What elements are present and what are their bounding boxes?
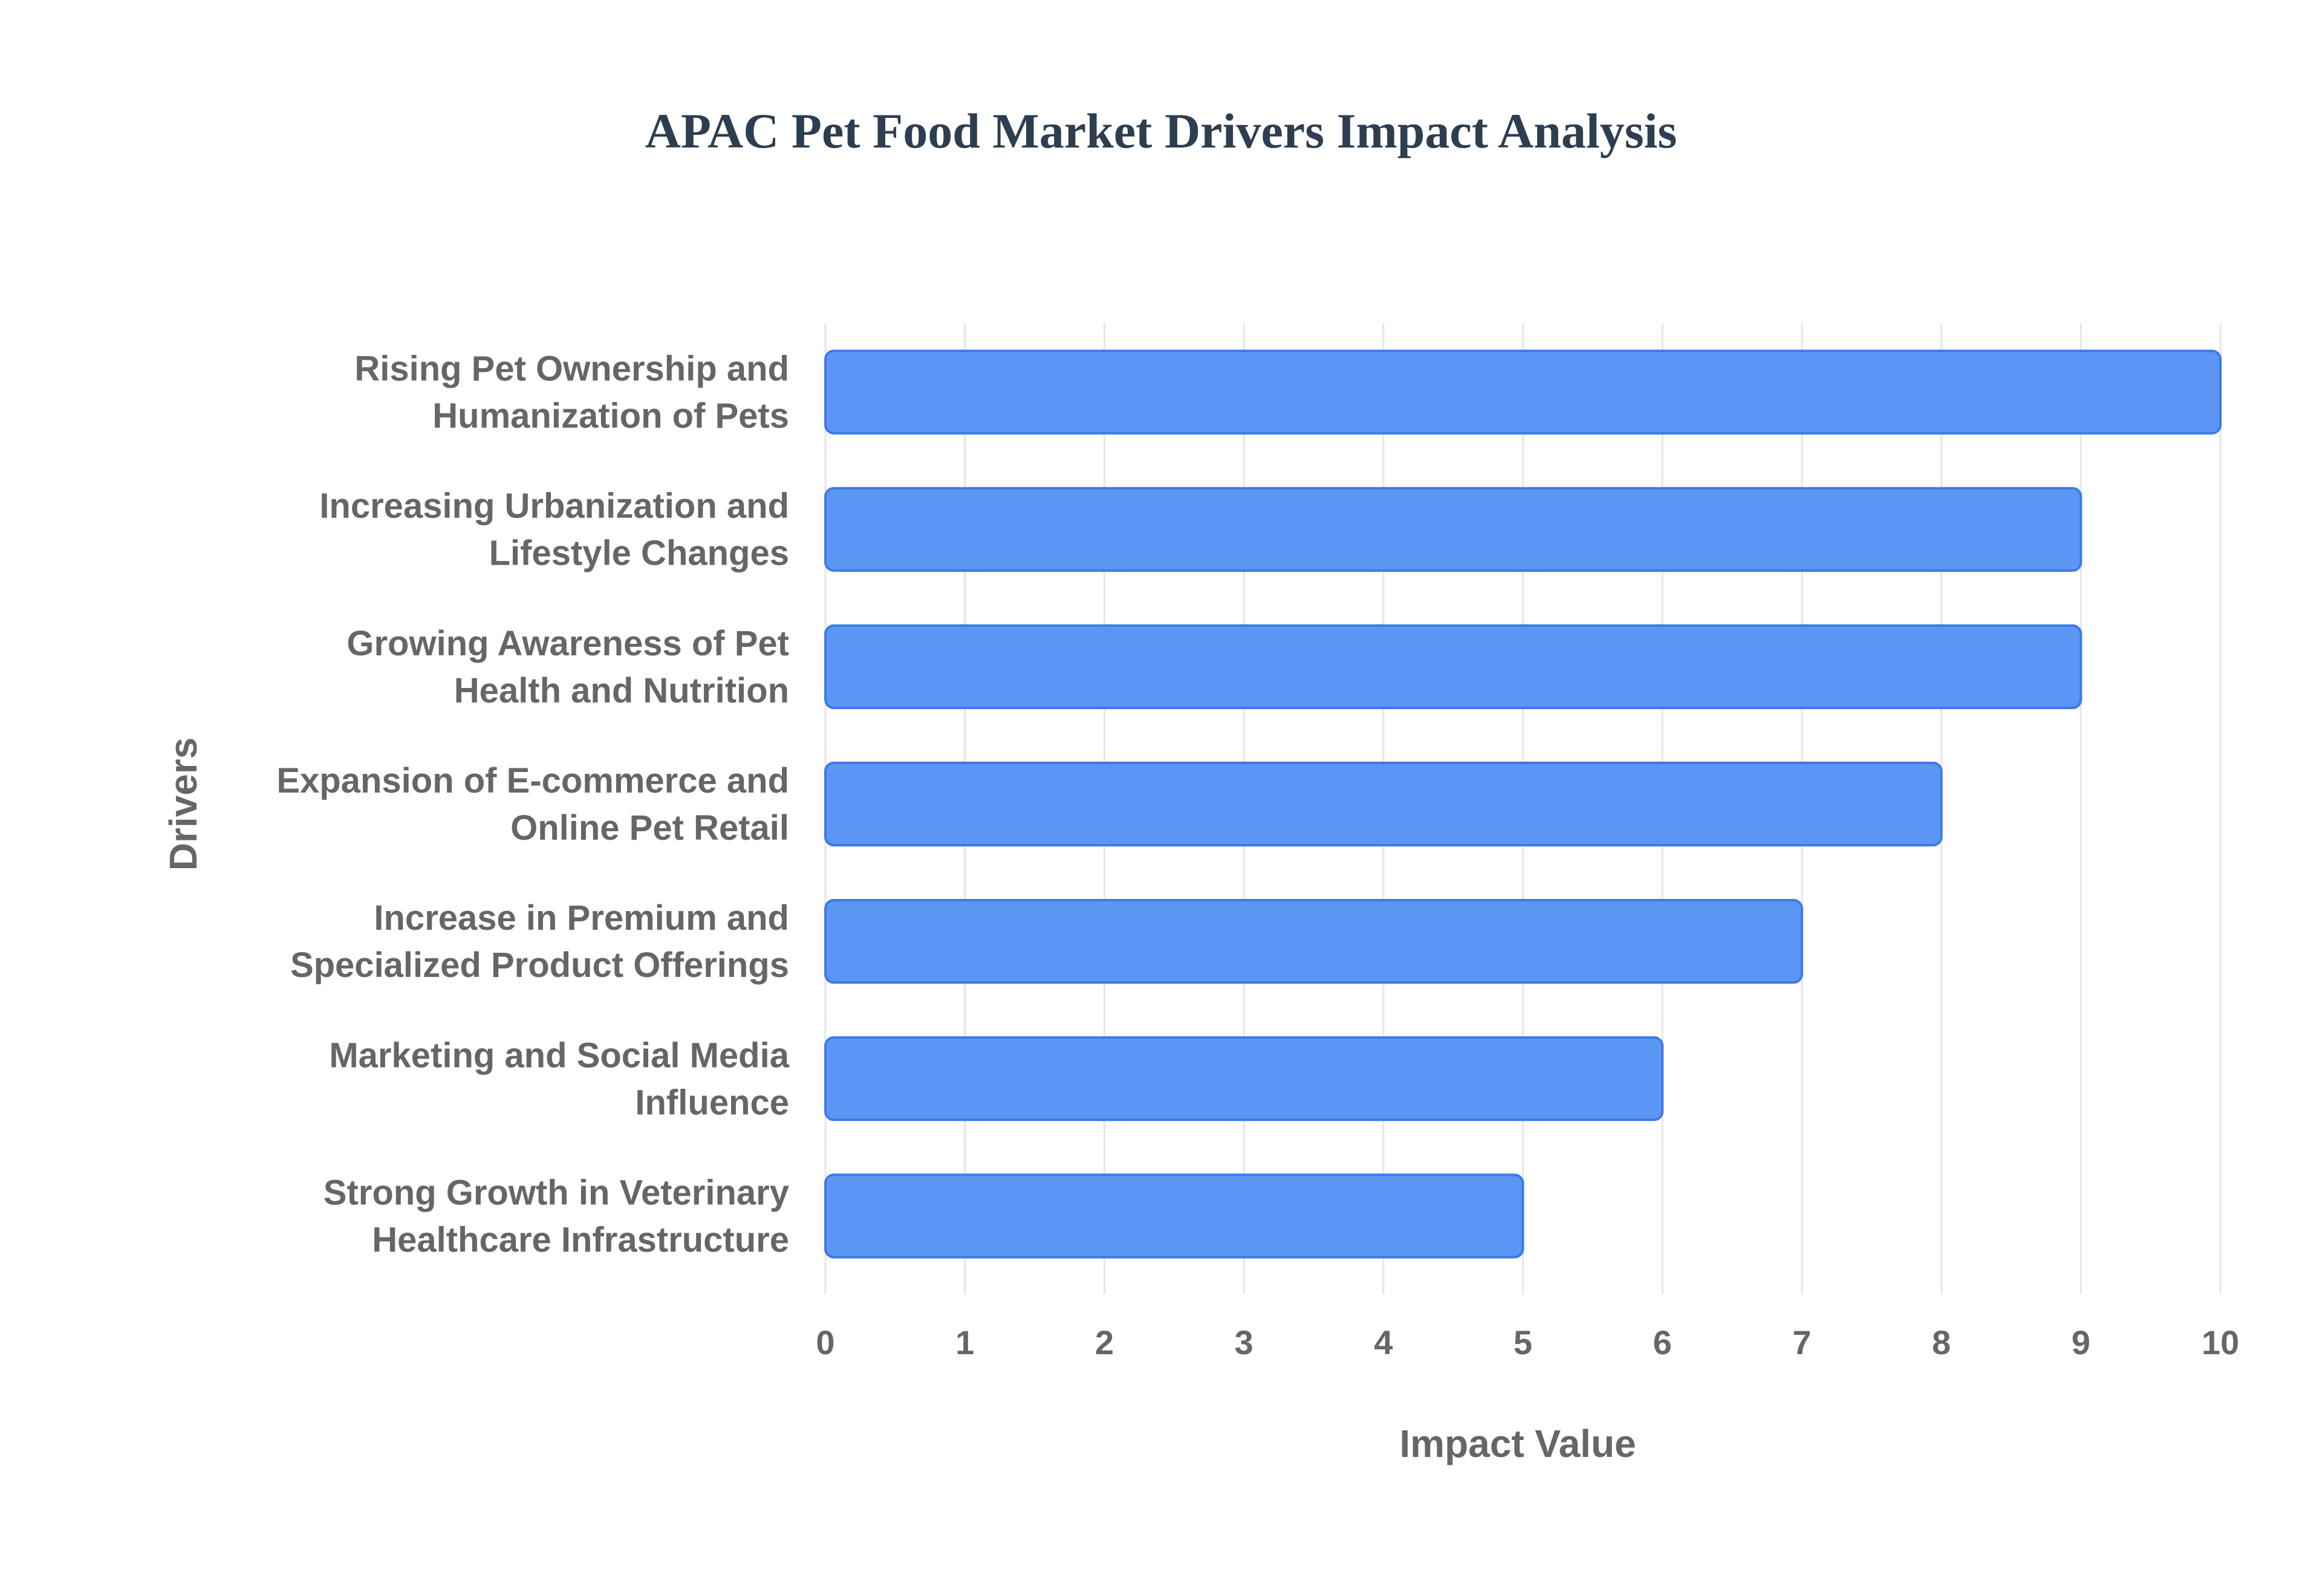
x-tick-label: 1 — [955, 1323, 974, 1361]
bar[interactable] — [824, 1173, 1524, 1259]
y-tick-label-line: Growing Awareness of Pet — [346, 624, 789, 663]
chart-title: APAC Pet Food Market Drivers Impact Anal… — [645, 103, 1677, 158]
y-tick-labels: Rising Pet Ownership and Humanization of … — [276, 349, 789, 1260]
x-tick-label: 8 — [1932, 1323, 1951, 1361]
bar[interactable] — [824, 487, 2083, 572]
y-tick-label-line: Increasing Urbanization and — [319, 487, 789, 526]
y-axis-title: Drivers — [161, 738, 205, 871]
y-tick-label-line: Lifestyle Changes — [489, 534, 789, 573]
y-tick-label-line: Healthcare Infrastructure — [372, 1220, 789, 1259]
y-tick-label-line: Strong Growth in Veterinary — [324, 1173, 789, 1212]
x-tick-label: 3 — [1235, 1323, 1254, 1361]
y-tick-label-line: Expansion of E-commerce and — [276, 761, 789, 800]
x-axis-title: Impact Value — [1399, 1422, 1636, 1465]
y-tick-label: Increasing Urbanization and Lifestyle Cha… — [319, 487, 789, 573]
x-tick-label: 10 — [2202, 1323, 2239, 1361]
y-tick-label-line: Humanization of Pets — [432, 397, 789, 436]
y-tick-label: Expansion of E-commerce and Online Pet Re… — [276, 761, 789, 848]
x-tick-label: 4 — [1374, 1323, 1393, 1361]
y-tick-label-line: Increase in Premium and — [374, 898, 789, 938]
x-tick-labels: 0 1 2 3 4 5 6 7 8 9 10 — [816, 1323, 2239, 1361]
y-tick-label: Rising Pet Ownership and Humanization of … — [354, 349, 789, 436]
bar[interactable] — [824, 624, 2083, 709]
y-tick-label-line: Rising Pet Ownership and — [354, 349, 789, 389]
y-tick-label-line: Health and Nutrition — [454, 671, 789, 710]
y-tick-label-line: Marketing and Social Media — [329, 1036, 789, 1075]
y-tick-label: Increase in Premium and Specialized Produ… — [290, 898, 789, 985]
x-tick-label: 5 — [1514, 1323, 1532, 1361]
y-tick-label-line: Online Pet Retail — [510, 808, 789, 848]
y-tick-label: Growing Awareness of Pet Health and Nutri… — [346, 624, 789, 710]
bar[interactable] — [824, 1036, 1664, 1121]
bar[interactable] — [824, 761, 1943, 847]
x-tick-label: 0 — [816, 1323, 834, 1361]
y-tick-label: Strong Growth in Veterinary Healthcare In… — [324, 1173, 789, 1259]
bars — [824, 349, 2222, 1259]
y-tick-label-line: Specialized Product Offerings — [290, 946, 789, 985]
x-tick-label: 7 — [1792, 1323, 1811, 1361]
y-tick-label-line: Influence — [635, 1083, 789, 1122]
x-tick-label: 9 — [2072, 1323, 2090, 1361]
x-tick-label: 2 — [1095, 1323, 1114, 1361]
y-tick-label: Marketing and Social Media Influence — [329, 1036, 789, 1122]
bar[interactable] — [824, 899, 1803, 984]
bar[interactable] — [824, 349, 2222, 435]
x-tick-label: 6 — [1653, 1323, 1672, 1361]
